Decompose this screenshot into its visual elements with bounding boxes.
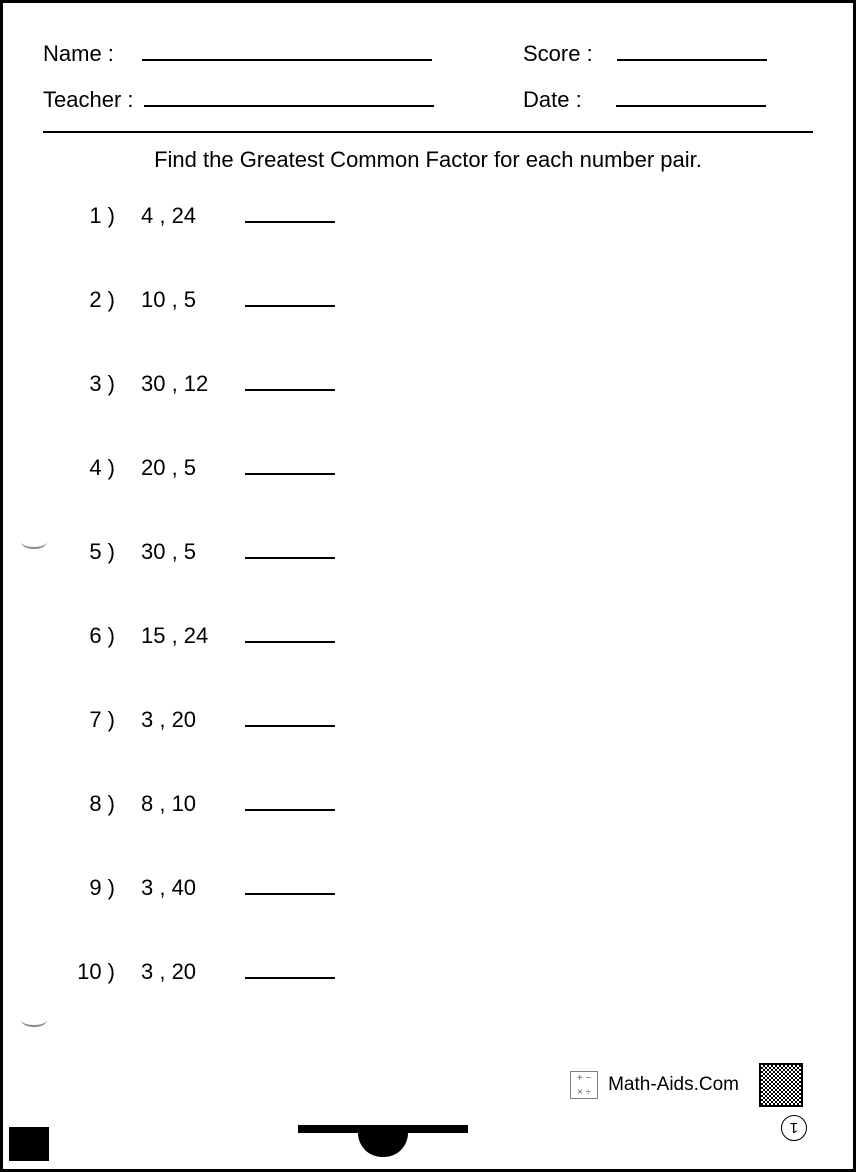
problem-row: 1 ) 4 , 24 bbox=[61, 203, 813, 229]
problem-pair: 3 , 20 bbox=[121, 959, 231, 985]
header-row-2: Teacher : Date : bbox=[43, 85, 813, 113]
score-label: Score : bbox=[523, 41, 593, 67]
problem-pair: 30 , 5 bbox=[121, 539, 231, 565]
problem-number: 2 ) bbox=[61, 287, 121, 313]
name-field-group: Name : bbox=[43, 39, 523, 67]
answer-blank[interactable] bbox=[245, 709, 335, 727]
score-field-group: Score : bbox=[523, 39, 813, 67]
answer-blank[interactable] bbox=[245, 625, 335, 643]
header-divider bbox=[43, 131, 813, 133]
problem-pair: 10 , 5 bbox=[121, 287, 231, 313]
problem-number: 1 ) bbox=[61, 203, 121, 229]
header-row-1: Name : Score : bbox=[43, 39, 813, 67]
answer-blank[interactable] bbox=[245, 877, 335, 895]
problem-pair: 8 , 10 bbox=[121, 791, 231, 817]
worksheet-page: Name : Score : Teacher : Date : Find the… bbox=[3, 3, 853, 1169]
scan-artifact-corner bbox=[9, 1127, 49, 1161]
scan-artifact-binder bbox=[283, 1125, 483, 1157]
problem-pair: 3 , 40 bbox=[121, 875, 231, 901]
problem-number: 5 ) bbox=[61, 539, 121, 565]
problem-row: 5 ) 30 , 5 bbox=[61, 539, 813, 565]
page-number: 1 bbox=[781, 1115, 807, 1141]
problem-number: 8 ) bbox=[61, 791, 121, 817]
problem-number: 4 ) bbox=[61, 455, 121, 481]
date-field-group: Date : bbox=[523, 85, 813, 113]
problem-row: 9 ) 3 , 40 bbox=[61, 875, 813, 901]
answer-blank[interactable] bbox=[245, 793, 335, 811]
problem-number: 10 ) bbox=[61, 959, 121, 985]
icon-row-top: + − bbox=[577, 1073, 591, 1084]
answer-blank[interactable] bbox=[245, 457, 335, 475]
problem-row: 6 ) 15 , 24 bbox=[61, 623, 813, 649]
problem-number: 3 ) bbox=[61, 371, 121, 397]
problem-row: 8 ) 8 , 10 bbox=[61, 791, 813, 817]
scan-artifact-mark bbox=[21, 535, 47, 549]
footer: + − × ÷ Math-Aids.Com bbox=[570, 1063, 803, 1107]
scan-artifact-mark bbox=[21, 1013, 47, 1027]
icon-row-bottom: × ÷ bbox=[577, 1087, 591, 1098]
answer-blank[interactable] bbox=[245, 541, 335, 559]
problem-pair: 30 , 12 bbox=[121, 371, 231, 397]
date-label: Date : bbox=[523, 87, 582, 113]
problem-row: 3 ) 30 , 12 bbox=[61, 371, 813, 397]
problem-pair: 20 , 5 bbox=[121, 455, 231, 481]
problem-number: 7 ) bbox=[61, 707, 121, 733]
problem-pair: 3 , 20 bbox=[121, 707, 231, 733]
qr-icon bbox=[759, 1063, 803, 1107]
teacher-field-group: Teacher : bbox=[43, 85, 523, 113]
problem-pair: 4 , 24 bbox=[121, 203, 231, 229]
score-blank[interactable] bbox=[617, 39, 767, 61]
name-blank[interactable] bbox=[142, 39, 432, 61]
problem-number: 6 ) bbox=[61, 623, 121, 649]
problem-row: 10 ) 3 , 20 bbox=[61, 959, 813, 985]
problem-row: 2 ) 10 , 5 bbox=[61, 287, 813, 313]
page-number-text: 1 bbox=[790, 1120, 798, 1137]
teacher-blank[interactable] bbox=[144, 85, 434, 107]
answer-blank[interactable] bbox=[245, 373, 335, 391]
header-section: Name : Score : Teacher : Date : bbox=[43, 39, 813, 113]
answer-blank[interactable] bbox=[245, 289, 335, 307]
instruction-text: Find the Greatest Common Factor for each… bbox=[43, 147, 813, 173]
answer-blank[interactable] bbox=[245, 961, 335, 979]
date-blank[interactable] bbox=[616, 85, 766, 107]
problem-pair: 15 , 24 bbox=[121, 623, 231, 649]
problem-number: 9 ) bbox=[61, 875, 121, 901]
problem-row: 7 ) 3 , 20 bbox=[61, 707, 813, 733]
math-ops-icon: + − × ÷ bbox=[570, 1071, 598, 1099]
site-name: Math-Aids.Com bbox=[608, 1074, 739, 1096]
problem-row: 4 ) 20 , 5 bbox=[61, 455, 813, 481]
teacher-label: Teacher : bbox=[43, 87, 134, 113]
name-label: Name : bbox=[43, 41, 114, 67]
problems-list: 1 ) 4 , 24 2 ) 10 , 5 3 ) 30 , 12 4 ) 20… bbox=[43, 203, 813, 985]
answer-blank[interactable] bbox=[245, 205, 335, 223]
